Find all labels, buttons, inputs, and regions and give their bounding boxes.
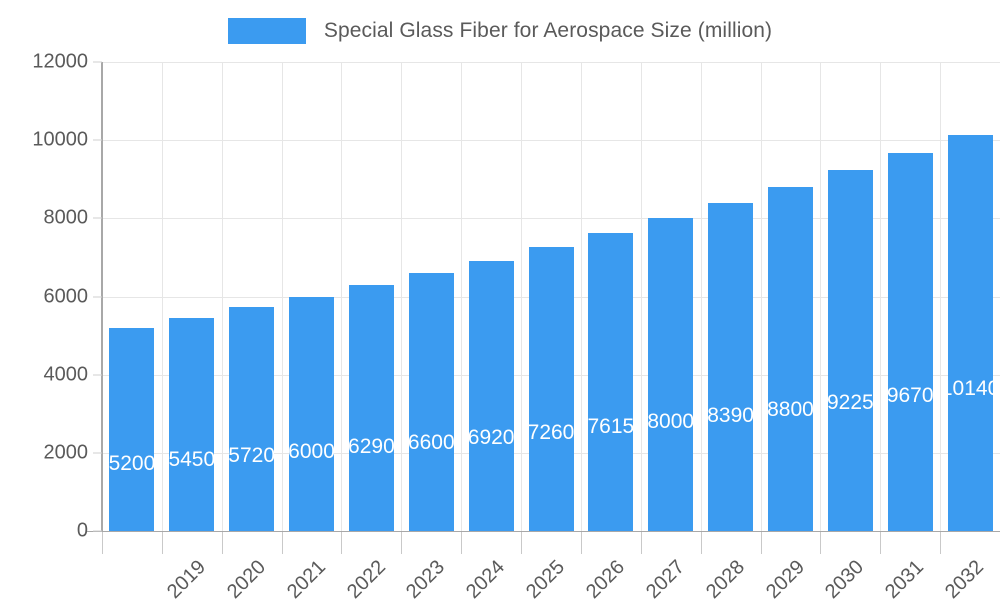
bar[interactable]: 6600 <box>408 273 454 531</box>
bar-value-label: 6920 <box>468 425 514 449</box>
bar-value-label: 8390 <box>708 403 754 427</box>
y-axis-tick-mark <box>93 374 102 376</box>
x-axis-tick-mark <box>761 532 762 554</box>
x-axis-tick-label: 2022 <box>342 556 390 600</box>
bar-value-label: 9670 <box>887 384 933 408</box>
y-axis-tick-labels: 0 2000 4000 6000 8000 10000 12000 <box>0 0 88 600</box>
x-axis-line <box>87 531 1000 532</box>
y-axis-tick-mark <box>93 530 102 532</box>
y-axis-tick-mark <box>93 217 102 219</box>
x-axis-tick-mark <box>521 532 522 554</box>
y-gridline <box>102 62 1000 63</box>
legend-swatch-series-0 <box>227 18 306 44</box>
x-gridline <box>940 62 941 531</box>
x-axis-tick-label: 2030 <box>821 556 869 600</box>
x-axis-tick-label: 2020 <box>222 556 270 600</box>
bar[interactable]: 8800 <box>767 187 813 531</box>
bar[interactable]: 5450 <box>169 317 215 531</box>
y-axis-tick-mark <box>93 139 102 141</box>
x-axis-tick-label: 2032 <box>941 556 989 600</box>
bar-value-label: 7615 <box>588 415 634 439</box>
x-axis-tick-label: 2031 <box>881 556 929 600</box>
bar[interactable]: 7615 <box>588 233 634 531</box>
bar-value-label: 5450 <box>169 447 215 471</box>
bar[interactable]: 5720 <box>229 307 275 531</box>
x-axis-tick-mark <box>162 532 163 554</box>
x-axis-tick-mark <box>940 532 941 554</box>
x-axis-tick-label: 2019 <box>162 556 210 600</box>
bar-value-label: 5720 <box>229 443 275 467</box>
bar[interactable]: 6290 <box>348 285 394 531</box>
x-gridline <box>461 62 462 531</box>
x-axis-tick-label: 2023 <box>402 556 450 600</box>
bar[interactable]: 7260 <box>528 247 574 531</box>
y-axis-tick-mark <box>93 452 102 454</box>
y-axis-tick-label: 4000 <box>43 363 89 386</box>
bar-value-label: 10140 <box>948 377 993 401</box>
x-gridline <box>162 62 163 531</box>
x-gridline <box>341 62 342 531</box>
x-gridline <box>282 62 283 531</box>
chart-legend: Special Glass Fiber for Aerospace Size (… <box>0 14 1000 48</box>
x-axis-tick-label: 2021 <box>282 556 330 600</box>
bar-value-label: 6600 <box>408 430 454 454</box>
x-axis-tick-label: 2026 <box>582 556 630 600</box>
bar-value-label: 8800 <box>767 397 813 421</box>
y-axis-tick-label: 6000 <box>43 285 89 307</box>
x-gridline <box>401 62 402 531</box>
y-axis-tick-label: 8000 <box>43 206 89 229</box>
bar-value-label: 9225 <box>827 391 873 415</box>
x-axis-tick-label: 2025 <box>522 556 570 600</box>
bar-value-label: 7260 <box>528 420 574 444</box>
x-axis-tick-label: 2024 <box>462 556 510 600</box>
x-axis-tick-mark <box>341 532 342 554</box>
bar[interactable]: 8000 <box>648 218 694 531</box>
x-axis-tick-mark <box>581 532 582 554</box>
bar[interactable]: 9670 <box>887 153 933 531</box>
y-axis-tick-mark <box>93 296 102 297</box>
x-gridline <box>761 62 762 531</box>
x-axis-tick-mark <box>222 532 223 554</box>
y-axis-line <box>101 62 103 532</box>
plot-area: 5200 5450 5720 6000 6290 6600 6920 7260 7615 8000… <box>102 62 1000 532</box>
x-axis-tick-mark <box>701 532 702 554</box>
bar-value-label: 5200 <box>109 451 155 475</box>
x-gridline <box>820 62 821 531</box>
bar[interactable]: 8390 <box>708 203 754 531</box>
x-axis-tick-mark <box>880 532 881 554</box>
bar-value-label: 6000 <box>289 439 335 463</box>
x-gridline <box>641 62 642 531</box>
y-gridline <box>102 140 1000 142</box>
x-gridline <box>222 62 223 531</box>
x-axis-tick-mark <box>461 532 462 554</box>
y-axis-tick-label: 10000 <box>32 128 88 151</box>
bar[interactable]: 10140 <box>947 134 993 531</box>
x-axis-tick-mark <box>102 532 103 554</box>
y-gridline <box>102 218 1000 220</box>
bar[interactable]: 6000 <box>289 296 335 531</box>
x-axis-tick-mark <box>282 532 283 554</box>
bar[interactable]: 9225 <box>827 170 873 531</box>
x-axis-tick-mark <box>641 532 642 554</box>
x-gridline <box>880 62 881 531</box>
x-axis-tick-label: 2029 <box>761 556 809 600</box>
y-axis-tick-mark <box>93 61 102 63</box>
x-gridline <box>581 62 582 531</box>
x-axis-tick-mark <box>401 532 402 554</box>
y-axis-tick-label: 2000 <box>43 441 89 464</box>
legend-label-series-0: Special Glass Fiber for Aerospace Size (… <box>323 19 773 42</box>
x-axis-tick-label: 2028 <box>701 556 749 600</box>
y-axis-tick-label: 0 <box>76 519 88 542</box>
x-axis-tick-label: 2027 <box>641 556 689 600</box>
bar-value-label: 6290 <box>348 435 394 459</box>
bar[interactable]: 6920 <box>468 260 514 531</box>
bar[interactable]: 5200 <box>109 327 155 531</box>
x-gridline <box>701 62 702 531</box>
x-gridline <box>521 62 522 531</box>
y-axis-tick-label: 12000 <box>32 50 88 73</box>
bar-value-label: 8000 <box>648 409 694 433</box>
x-axis-tick-mark <box>820 532 821 554</box>
